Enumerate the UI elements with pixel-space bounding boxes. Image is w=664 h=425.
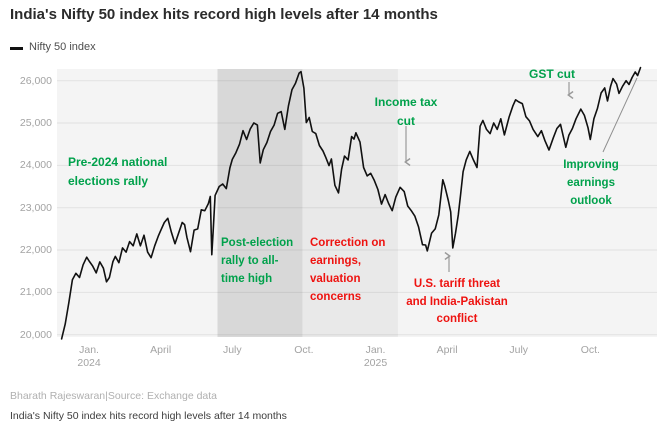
post-election-rally-band: [217, 69, 303, 337]
nifty-50-line: [60, 66, 642, 340]
x-axis-year-label: 2025: [363, 357, 388, 369]
chart-title: India's Nifty 50 index hits record high …: [10, 6, 438, 23]
annotation-pre-2024-rally: Pre-2024 national elections rally: [68, 155, 168, 188]
legend-line-swatch-icon: [10, 47, 23, 50]
annotation-us-tariff-conflict: U.S. tariff threat and India-Pakistan co…: [406, 278, 508, 325]
y-axis-label: 22,000: [19, 244, 52, 257]
y-axis-label: 21,000: [19, 286, 52, 299]
improving-earnings-pointer-line: [602, 77, 638, 153]
x-axis-label: July: [222, 344, 242, 356]
y-axis-label: 23,000: [19, 201, 52, 214]
y-axis-label: 25,000: [19, 117, 52, 130]
annotation-post-election-rally: Post-election rally to all- time high: [221, 237, 294, 285]
annotation-correction: Correction on earnings, valuation concer…: [310, 237, 386, 303]
x-axis-label: Oct.: [294, 344, 314, 356]
x-axis-label: Jan.: [365, 344, 386, 356]
x-axis-label: April: [436, 344, 458, 356]
annotation-improving-earnings: Improving earnings outlook: [563, 159, 619, 207]
x-axis-label: April: [150, 344, 172, 356]
x-axis-label: Oct.: [580, 344, 600, 356]
annotation-gst-cut: GST cut: [528, 67, 576, 81]
annotation-income-tax-cut: Income tax cut: [374, 95, 438, 128]
legend-label: Nifty 50 index: [29, 41, 96, 53]
x-axis-year-label: 2024: [77, 357, 101, 369]
byline-source: Bharath Rajeswaran|Source: Exchange data: [10, 390, 218, 402]
x-axis-label: July: [509, 344, 529, 356]
y-axis-label: 20,000: [19, 328, 52, 341]
y-axis-label: 26,000: [19, 74, 52, 87]
x-axis-label: Jan.: [79, 344, 99, 356]
footer-caption: India's Nifty 50 index hits record high …: [10, 410, 287, 422]
y-axis-label: 24,000: [19, 159, 52, 172]
